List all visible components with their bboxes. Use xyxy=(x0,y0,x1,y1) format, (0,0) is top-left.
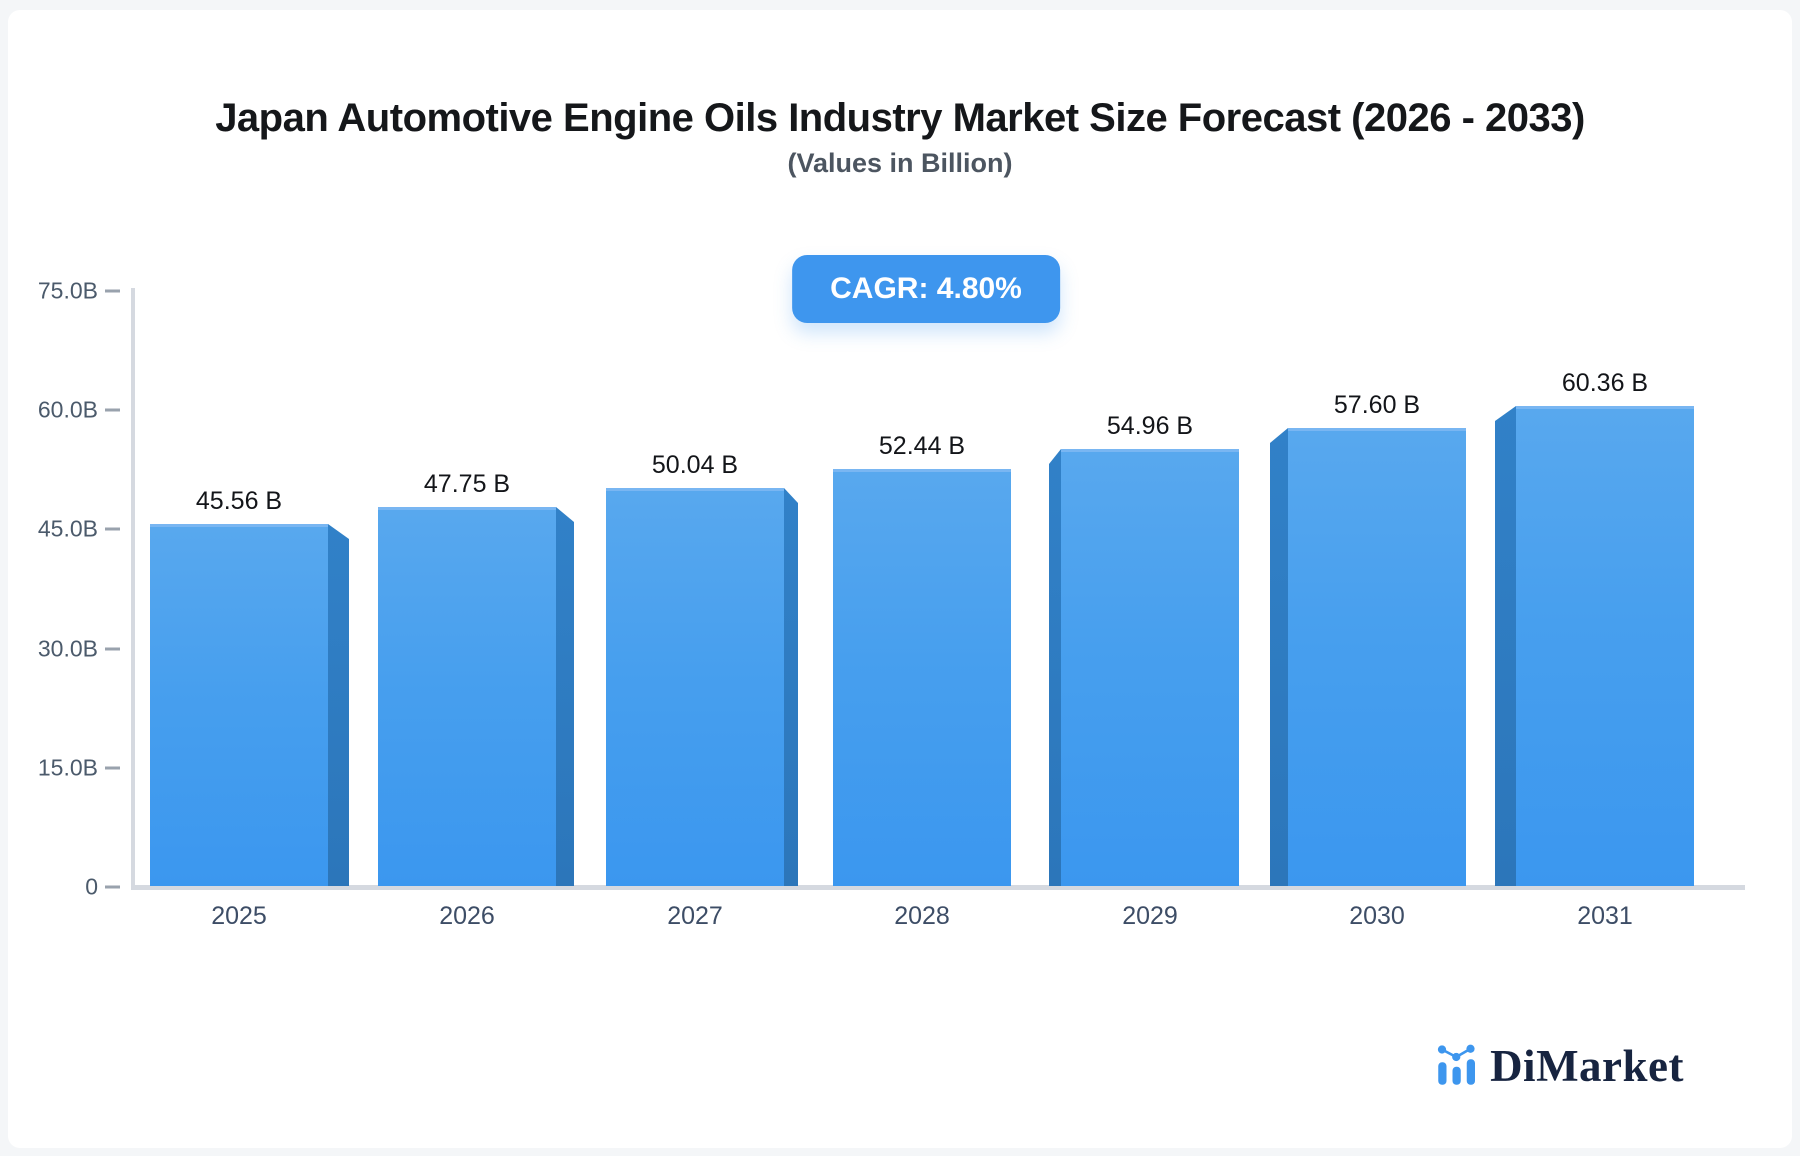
bar-2029 xyxy=(1061,449,1239,886)
bar-value-label: 45.56 B xyxy=(195,487,283,515)
bar-value-label: 60.36 B xyxy=(1561,369,1649,397)
x-axis-line xyxy=(131,885,1745,890)
dimarket-logo: DiMarket xyxy=(1436,1040,1684,1092)
x-axis-label-2030: 2030 xyxy=(1349,902,1405,930)
bar-2026 xyxy=(378,507,556,886)
bar-3d-side xyxy=(1495,406,1516,886)
logo-text: DiMarket xyxy=(1490,1041,1684,1091)
y-tick-label: 0 xyxy=(85,873,98,900)
y-tick-label: 30.0B xyxy=(37,635,98,662)
bar-3d-side xyxy=(556,507,574,886)
chart-title: Japan Automotive Engine Oils Industry Ma… xyxy=(215,96,1585,140)
x-axis-label-2031: 2031 xyxy=(1577,902,1633,930)
bar-2027 xyxy=(606,488,784,886)
bar-2025 xyxy=(150,524,328,886)
chart-subtitle: (Values in Billion) xyxy=(787,148,1013,178)
bar-3d-side xyxy=(1049,449,1061,886)
y-tick-label: 45.0B xyxy=(37,515,98,542)
bar-value-label: 52.44 B xyxy=(878,432,966,460)
bar-value-label: 54.96 B xyxy=(1106,412,1194,440)
cagr-badge-label: CAGR: 4.80% xyxy=(830,272,1022,305)
bar-3d-side xyxy=(784,488,798,886)
x-axis-label-2026: 2026 xyxy=(439,902,495,930)
x-axis-label-2028: 2028 xyxy=(894,902,950,930)
cagr-badge: CAGR: 4.80% xyxy=(792,255,1060,323)
x-axis-label-2025: 2025 xyxy=(211,902,267,930)
y-tick-label: 60.0B xyxy=(37,396,98,423)
y-tick-mark xyxy=(105,647,120,651)
bar-3d-side xyxy=(1270,428,1288,886)
bar-value-label: 57.60 B xyxy=(1333,391,1421,419)
y-tick-mark xyxy=(105,527,120,531)
y-tick-mark xyxy=(105,766,120,770)
y-tick-label: 75.0B xyxy=(37,277,98,304)
y-tick-mark xyxy=(105,408,120,412)
y-tick-mark xyxy=(105,885,120,889)
y-axis-line xyxy=(131,288,135,886)
bar-2028 xyxy=(833,469,1011,886)
bar-2031 xyxy=(1516,406,1694,886)
x-axis-label-2029: 2029 xyxy=(1122,902,1178,930)
x-axis-label-2027: 2027 xyxy=(667,902,723,930)
y-tick-mark xyxy=(105,289,120,293)
mini-bar-line-chart-icon xyxy=(1437,1044,1476,1085)
bar-3d-side xyxy=(328,524,349,886)
bar-value-label: 50.04 B xyxy=(651,451,739,479)
bar-value-label: 47.75 B xyxy=(423,470,511,498)
bar-2030 xyxy=(1288,428,1466,886)
y-tick-label: 15.0B xyxy=(37,754,98,781)
